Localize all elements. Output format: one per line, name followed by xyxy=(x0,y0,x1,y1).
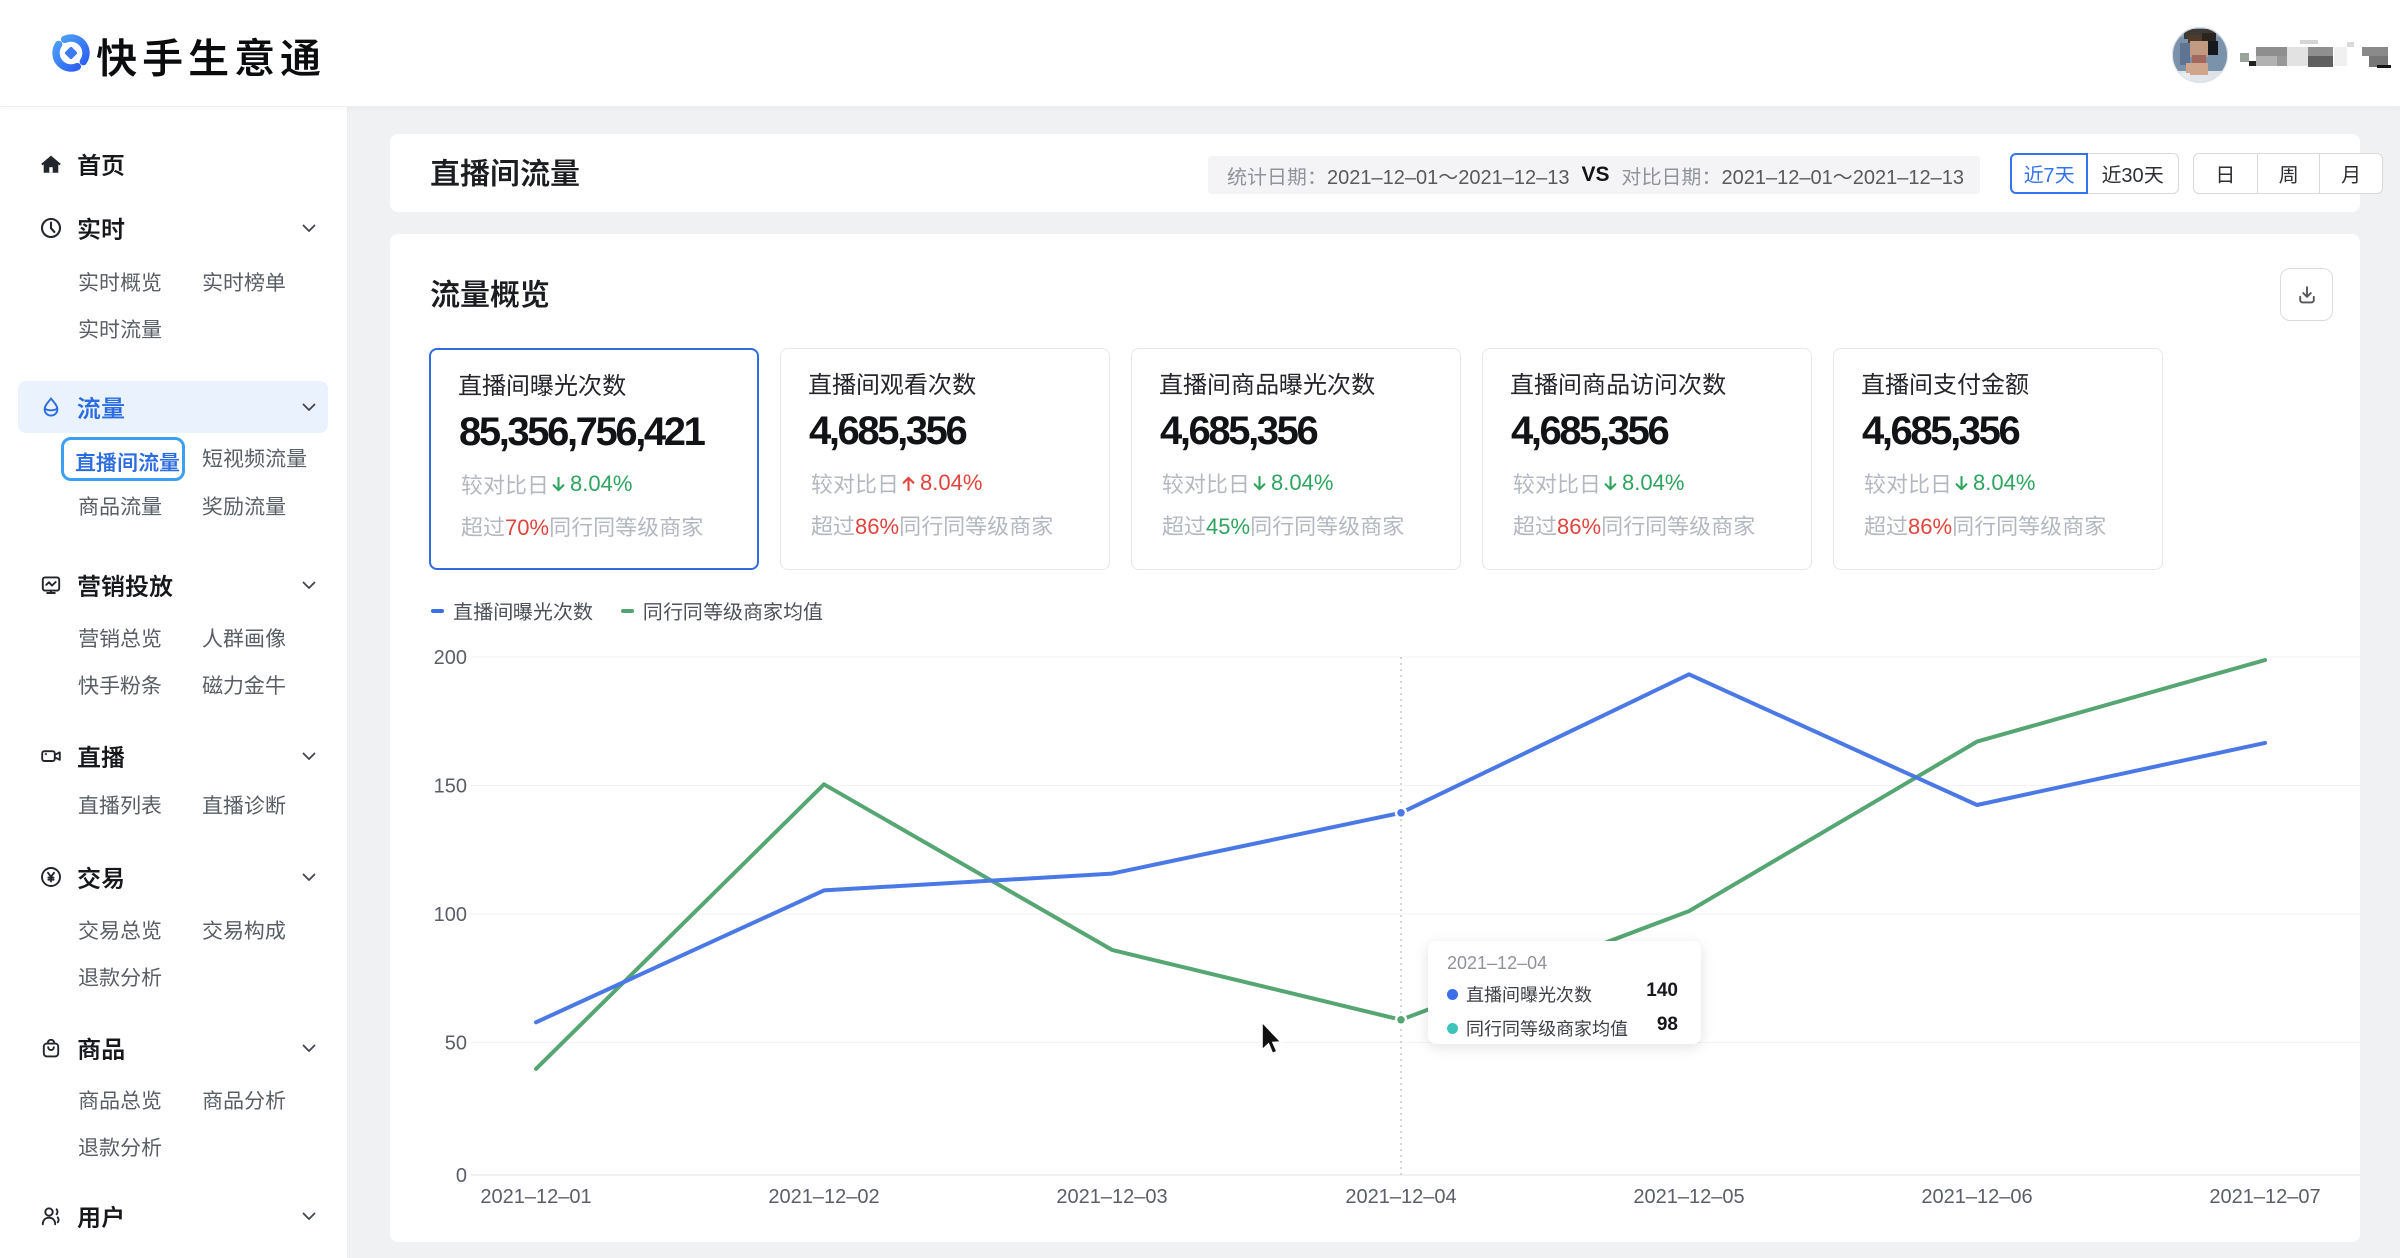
svg-text:2021–12–07: 2021–12–07 xyxy=(2209,1186,2320,1208)
svg-text:0: 0 xyxy=(456,1165,467,1187)
svg-text:2021–12–02: 2021–12–02 xyxy=(768,1186,879,1208)
svg-text:200: 200 xyxy=(434,647,467,669)
svg-text:150: 150 xyxy=(434,776,467,798)
svg-text:2021–12–03: 2021–12–03 xyxy=(1056,1186,1167,1208)
svg-text:2021–12–06: 2021–12–06 xyxy=(1921,1186,2032,1208)
svg-text:2021–12–05: 2021–12–05 xyxy=(1633,1186,1744,1208)
svg-text:50: 50 xyxy=(445,1033,467,1055)
svg-text:2021–12–01: 2021–12–01 xyxy=(480,1186,591,1208)
svg-text:2021–12–04: 2021–12–04 xyxy=(1345,1186,1456,1208)
svg-text:100: 100 xyxy=(434,904,467,926)
